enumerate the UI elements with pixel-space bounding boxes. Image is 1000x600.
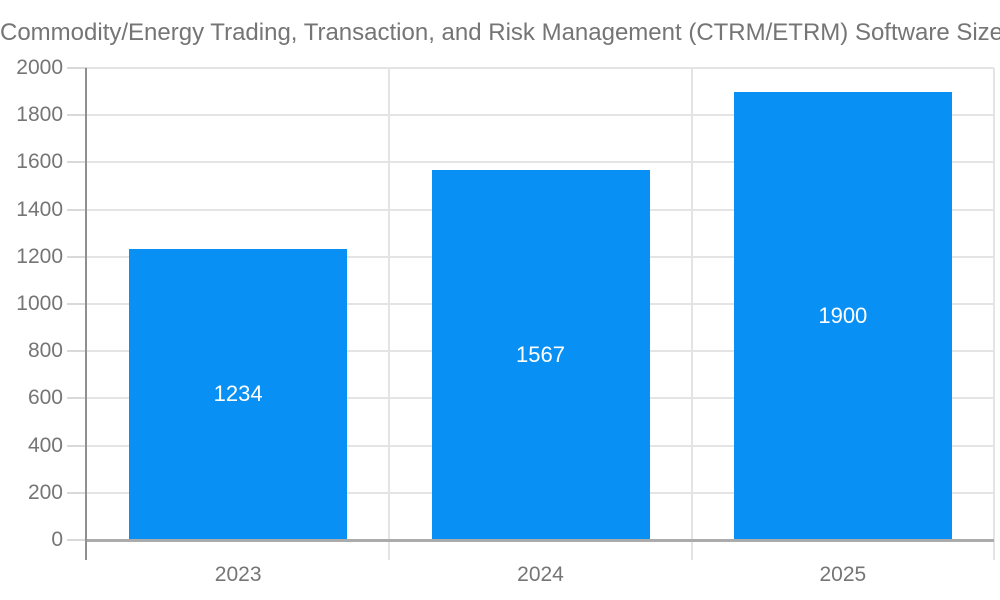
y-axis-label: 200 <box>27 480 63 504</box>
y-axis-label: 1000 <box>16 292 63 315</box>
y-axis-tick <box>67 161 87 164</box>
y-axis-tick <box>67 350 87 353</box>
bar-value-label: 1234 <box>213 381 263 407</box>
y-axis-line <box>85 68 87 560</box>
y-axis-label: 800 <box>27 339 63 363</box>
y-axis-label: 600 <box>27 386 63 410</box>
y-axis-label: 1400 <box>16 197 63 221</box>
x-axis-tick <box>388 540 391 560</box>
y-axis-tick <box>67 539 87 541</box>
y-axis-label: 1600 <box>16 150 63 174</box>
x-gridline <box>993 68 995 540</box>
y-axis-tick <box>67 397 87 400</box>
y-axis-tick <box>67 114 87 117</box>
y-axis-label: 400 <box>27 433 63 457</box>
chart-title: Commodity/Energy Trading, Transaction, a… <box>0 19 1000 46</box>
y-gridline <box>87 161 994 164</box>
y-axis-tick <box>67 208 87 211</box>
x-gridline <box>388 68 391 540</box>
y-gridline <box>87 67 994 69</box>
y-axis-tick <box>67 67 87 69</box>
bar-2023: 1234 <box>129 248 348 540</box>
y-axis-tick <box>67 255 87 258</box>
y-axis-tick <box>67 303 87 305</box>
x-axis-label: 2024 <box>517 563 564 586</box>
y-axis-tick <box>67 444 87 447</box>
bar-value-label: 1567 <box>516 342 565 368</box>
y-axis-tick <box>67 491 87 494</box>
x-axis-tick <box>993 540 995 560</box>
x-gridline <box>690 68 693 540</box>
bar-2024: 1567 <box>431 170 650 540</box>
plot-area: 1234 1567 1900 <box>87 67 995 540</box>
bar-2025: 1900 <box>733 91 952 540</box>
x-axis-label: 2023 <box>214 563 262 586</box>
x-axis-tick <box>690 540 693 560</box>
y-axis-label: 0 <box>51 528 63 551</box>
y-axis-label: 2000 <box>16 56 63 79</box>
y-axis-label: 1800 <box>16 103 63 127</box>
y-gridline <box>87 114 994 117</box>
bar-value-label: 1900 <box>818 302 868 328</box>
y-axis-label: 1200 <box>16 244 63 268</box>
x-axis-label: 2025 <box>819 563 867 586</box>
x-axis-line <box>87 539 994 542</box>
